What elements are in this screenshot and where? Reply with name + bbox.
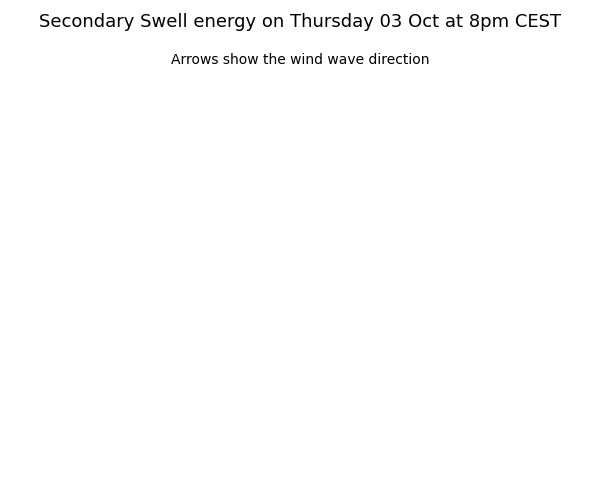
Text: cartopy not available: cartopy not available <box>197 270 404 288</box>
Text: Arrows show the wind wave direction: Arrows show the wind wave direction <box>171 53 430 67</box>
Text: Secondary Swell energy on Thursday 03 Oct at 8pm CEST: Secondary Swell energy on Thursday 03 Oc… <box>40 14 561 31</box>
